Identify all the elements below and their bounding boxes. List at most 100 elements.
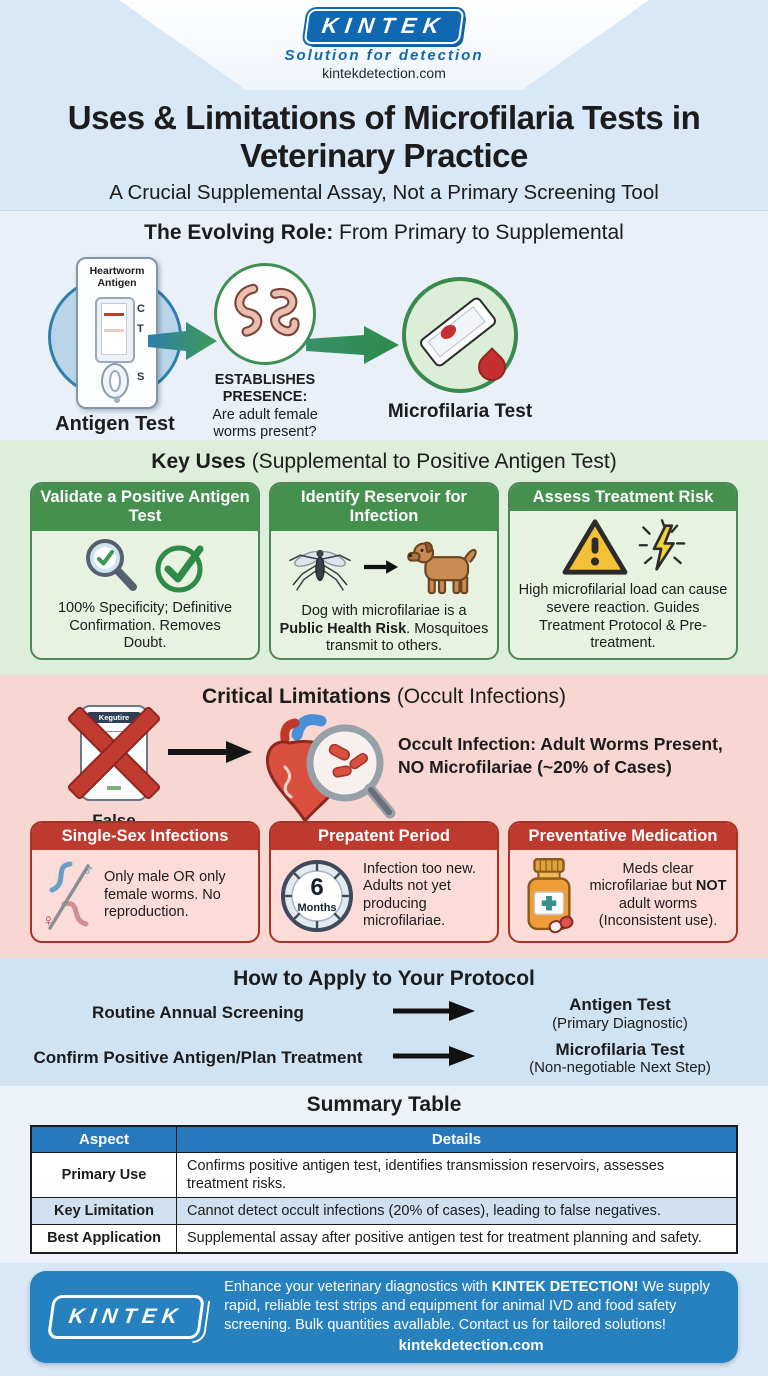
footer-text-post: We supply rapid, reliable test strips an… [224, 1278, 710, 1334]
summary-section: Summary Table Aspect Details Primary Use… [0, 1086, 768, 1263]
heading-rest: (Occult Infections) [390, 685, 567, 708]
antigen-test-block: Heartworm Antigen C T S Antigen Test [40, 257, 190, 436]
card-title: Assess Treatment Risk [510, 484, 736, 512]
protocol-left-label: Routine Annual Screening [92, 1003, 304, 1023]
check-circle-icon [155, 545, 204, 593]
heart-magnifier-icon [266, 714, 396, 824]
heading-bold: The Evolving Role: [144, 221, 334, 244]
protocol-right-title: Microfilaria Test [555, 1039, 685, 1059]
card-preventative-medication: Preventative Medication [508, 821, 738, 943]
clock-face [281, 859, 353, 932]
magnifier-check-icon [86, 538, 137, 591]
antigen-device-scene: Heartworm Antigen C T S [40, 257, 190, 409]
text-pre: Dog with microfilariae is a [301, 602, 467, 619]
card-identify-reservoir: Identify Reservoir for Infection [269, 482, 499, 660]
heading-bold: Critical Limitations [201, 685, 391, 708]
card-text: High microfilarial load can cause severe… [518, 582, 728, 652]
evolving-role-heading: The Evolving Role: From Primary to Suppl… [0, 221, 768, 245]
page-subtitle: A Crucial Supplemental Assay, Not a Prim… [109, 181, 659, 205]
gender-squiggles [48, 861, 90, 930]
header-aspect: Aspect [30, 1125, 177, 1153]
evolving-role-section: The Evolving Role: From Primary to Suppl… [0, 210, 768, 641]
card-title: Single-Sex Infections [32, 823, 258, 850]
blood-drop-icon [472, 347, 512, 387]
summary-heading: Summary Table [306, 1093, 462, 1116]
heading-bold: Key Uses [151, 450, 246, 473]
table-row: Primary Use Confirms positive antigen te… [30, 1151, 738, 1199]
aspect-cell: Primary Use [30, 1151, 177, 1199]
arrow-cell [386, 1045, 482, 1071]
establishes-title: ESTABLISHES PRESENCE: [214, 372, 316, 406]
card-validate-positive: Validate a Positive Antigen Test 100% Sp… [30, 482, 260, 660]
clock-icon: 6 Months [279, 858, 355, 934]
card-single-sex: Single-Sex Infections ♂ ♀ Only male OR o… [30, 821, 260, 943]
black-arrow-icon [393, 1000, 475, 1021]
card-title: Prepatent Period [271, 823, 497, 850]
antigen-cassette-icon: Heartworm Antigen C T S [76, 257, 158, 409]
header-section: KINTEK Solution for detection kintekdete… [0, 0, 768, 95]
details-cell: Confirms positive antigen test, identifi… [176, 1151, 738, 1199]
card-prepatent-period: Prepatent Period 6 Months [269, 821, 499, 943]
protocol-row-confirm: Confirm Positive Antigen/Plan Treatment … [0, 1040, 768, 1077]
card-text: Dog with microfilariae is a Public Healt… [279, 603, 489, 656]
occult-line1: Occult Infection: Adult Worms Present, [398, 734, 723, 754]
protocol-right-sub: (Non-negotiable Next Step) [529, 1059, 711, 1077]
microfilaria-test-block: Microfilaria Test [360, 277, 560, 423]
footer-section: KINTEK Enhance your veterinary diagnosti… [0, 1263, 768, 1376]
details-cell: Cannot detect occult infections (20% of … [176, 1197, 738, 1226]
aspect-cell: Key Limitation [30, 1197, 177, 1226]
kintek-logo: KINTEK [303, 9, 465, 44]
clock-unit: Months [297, 901, 337, 914]
establishes-presence-text: ESTABLISHES PRESENCE: Are adult female w… [175, 372, 355, 442]
limitation-cards: Single-Sex Infections ♂ ♀ Only male OR o… [30, 821, 738, 943]
key-uses-heading: Key Uses (Supplemental to Positive Antig… [0, 450, 768, 474]
card-assess-risk: Assess Treatment Risk High microfilarial… [508, 482, 738, 660]
card-title: Preventative Medication [510, 823, 736, 850]
summary-table: Aspect Details Primary Use Confirms posi… [30, 1125, 738, 1254]
table-row: Best Application Supplemental assay afte… [30, 1224, 738, 1253]
card-body: ♂ ♀ Only male OR only female worms. No r… [32, 850, 258, 941]
adult-worms-icon [214, 263, 316, 365]
establishes-question: Are adult female worms present? [212, 406, 318, 441]
card-body: 100% Specificity; Definitive Confirmatio… [32, 531, 258, 658]
footer-banner: KINTEK Enhance your veterinary diagnosti… [30, 1271, 738, 1363]
aspect-cell: Best Application [30, 1224, 177, 1253]
worm-block: ESTABLISHES PRESENCE: Are adult female w… [175, 263, 355, 442]
critical-heading: Critical Limitations (Occult Infections) [0, 685, 768, 709]
letter-c: C [137, 303, 145, 315]
microfilaria-test-label: Microfilaria Test [387, 401, 533, 422]
card-text: Infection too new. Adults not yet produc… [363, 860, 476, 929]
text-post: adult worms (Inconsistent use). [598, 895, 718, 929]
footer-website: kintekdetection.com [398, 1337, 544, 1355]
test-strip [95, 297, 135, 363]
text-bold: NOT [695, 878, 727, 895]
card-icons [560, 516, 686, 578]
title-section: Uses & Limitations of Microfilaria Tests… [0, 95, 768, 210]
worm-glyph [234, 283, 300, 337]
brand-website: kintekdetection.com [322, 65, 446, 81]
card-body: Dog with microfilariae is a Public Healt… [271, 531, 497, 658]
test-line [104, 329, 124, 332]
letter-t: T [137, 323, 144, 335]
green-arrow-icon [306, 326, 399, 364]
protocol-heading: How to Apply to Your Protocol [233, 967, 535, 990]
heading-rest: (Supplemental to Positive Antigen Test) [245, 450, 617, 473]
page-title: Uses & Limitations of Microfilaria Tests… [67, 99, 701, 174]
text-post: . Mosquitoes transmit to others. [325, 620, 489, 655]
control-line [104, 313, 124, 316]
occult-infection-text: Occult Infection: Adult Worms Present, N… [398, 733, 753, 779]
card-body: 6 Months Infection too new. Adults not y… [271, 850, 497, 941]
black-arrow-icon [168, 741, 252, 763]
table-row: Key Limitation Cannot detect occult infe… [30, 1197, 738, 1226]
arrow-icon [364, 560, 398, 574]
lightning-icon [638, 519, 686, 571]
black-arrow-icon [393, 1045, 475, 1066]
negative-test-device-icon: Kegutire [80, 705, 148, 801]
protocol-right-cell: Microfilaria Test (Non-negotiable Next S… [482, 1040, 758, 1077]
strip-window [101, 303, 127, 355]
protocol-right-title: Antigen Test [569, 995, 671, 1014]
protocol-section: How to Apply to Your Protocol Routine An… [0, 958, 768, 1086]
brand-tagline: Solution for detection [284, 47, 484, 64]
key-uses-cards: Validate a Positive Antigen Test 100% Sp… [30, 482, 738, 660]
protocol-row-screening: Routine Annual Screening Antigen Test (P… [0, 995, 768, 1032]
